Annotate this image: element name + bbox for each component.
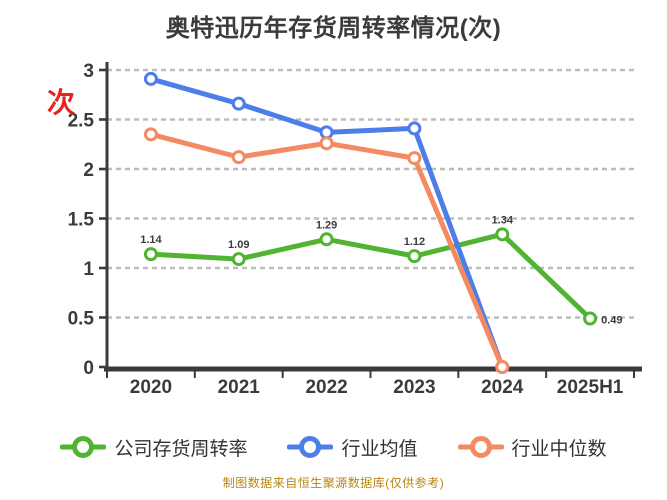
legend-line-marker-icon: [60, 435, 107, 459]
chart-plot-area: 0 0.5 1 1.5 2 2.5 3次 2020 2021 2022 2023 2024 2025H1…: [47, 61, 642, 398]
legend-label: 行业均值: [341, 438, 418, 460]
data-point[interactable]: [143, 127, 158, 142]
y-tick-label: 3: [83, 61, 94, 82]
data-point[interactable]: [143, 71, 158, 86]
data-point[interactable]: [319, 232, 334, 247]
legend-label: 公司存货周转率: [114, 438, 248, 460]
x-tick-label: 2023: [393, 377, 435, 398]
legend-line-marker-icon: [457, 435, 504, 459]
x-tick-label: 2020: [130, 377, 172, 398]
legend: 公司存货周转率 行业均值 行业中位数: [0, 432, 667, 462]
data-point[interactable]: [495, 360, 510, 374]
legend-item-1[interactable]: 行业均值: [287, 434, 418, 461]
data-point-label: 1.09: [228, 239, 249, 251]
source-caption: 制图数据来自恒生聚源数据库(仅供参考): [222, 476, 445, 490]
y-tick-label: 0.5: [68, 309, 95, 330]
x-tick-label: 2025H1: [557, 377, 624, 398]
x-tick-label: 2024: [481, 377, 524, 398]
legend-label: 行业中位数: [511, 438, 607, 460]
data-point-label: 0.49: [601, 314, 622, 326]
y-tick-label: 2.5: [68, 111, 95, 132]
data-point-label: 1.34: [492, 214, 514, 226]
data-point[interactable]: [231, 96, 246, 111]
chart-title: 奥特迅历年存货周转率情况(次): [165, 15, 502, 42]
data-point-label: 1.14: [140, 234, 162, 246]
data-point-label: 1.29: [316, 219, 337, 231]
data-point[interactable]: [231, 252, 246, 267]
data-point[interactable]: [319, 136, 334, 151]
data-point[interactable]: [407, 121, 422, 136]
data-point[interactable]: [583, 311, 598, 326]
data-point[interactable]: [319, 125, 334, 140]
series-line-0: [148, 231, 593, 321]
data-point[interactable]: [143, 247, 158, 262]
y-tick-label: 1.5: [68, 210, 95, 231]
legend-line-marker-icon: [287, 435, 334, 459]
data-point[interactable]: [495, 227, 510, 242]
y-tick-label: 1: [83, 259, 94, 280]
x-tick-label: 2022: [305, 377, 347, 398]
data-point[interactable]: [231, 150, 246, 165]
data-point-label: 1.12: [404, 236, 425, 248]
legend-item-2[interactable]: 行业中位数: [457, 434, 607, 461]
data-point[interactable]: [407, 249, 422, 264]
y-axis-unit-label: 次: [47, 87, 75, 118]
y-tick-label: 2: [83, 160, 94, 181]
data-point[interactable]: [407, 151, 422, 166]
legend-item-0[interactable]: 公司存货周转率: [60, 434, 247, 461]
x-tick-label: 2021: [218, 377, 261, 398]
y-tick-label: 0: [83, 358, 94, 379]
